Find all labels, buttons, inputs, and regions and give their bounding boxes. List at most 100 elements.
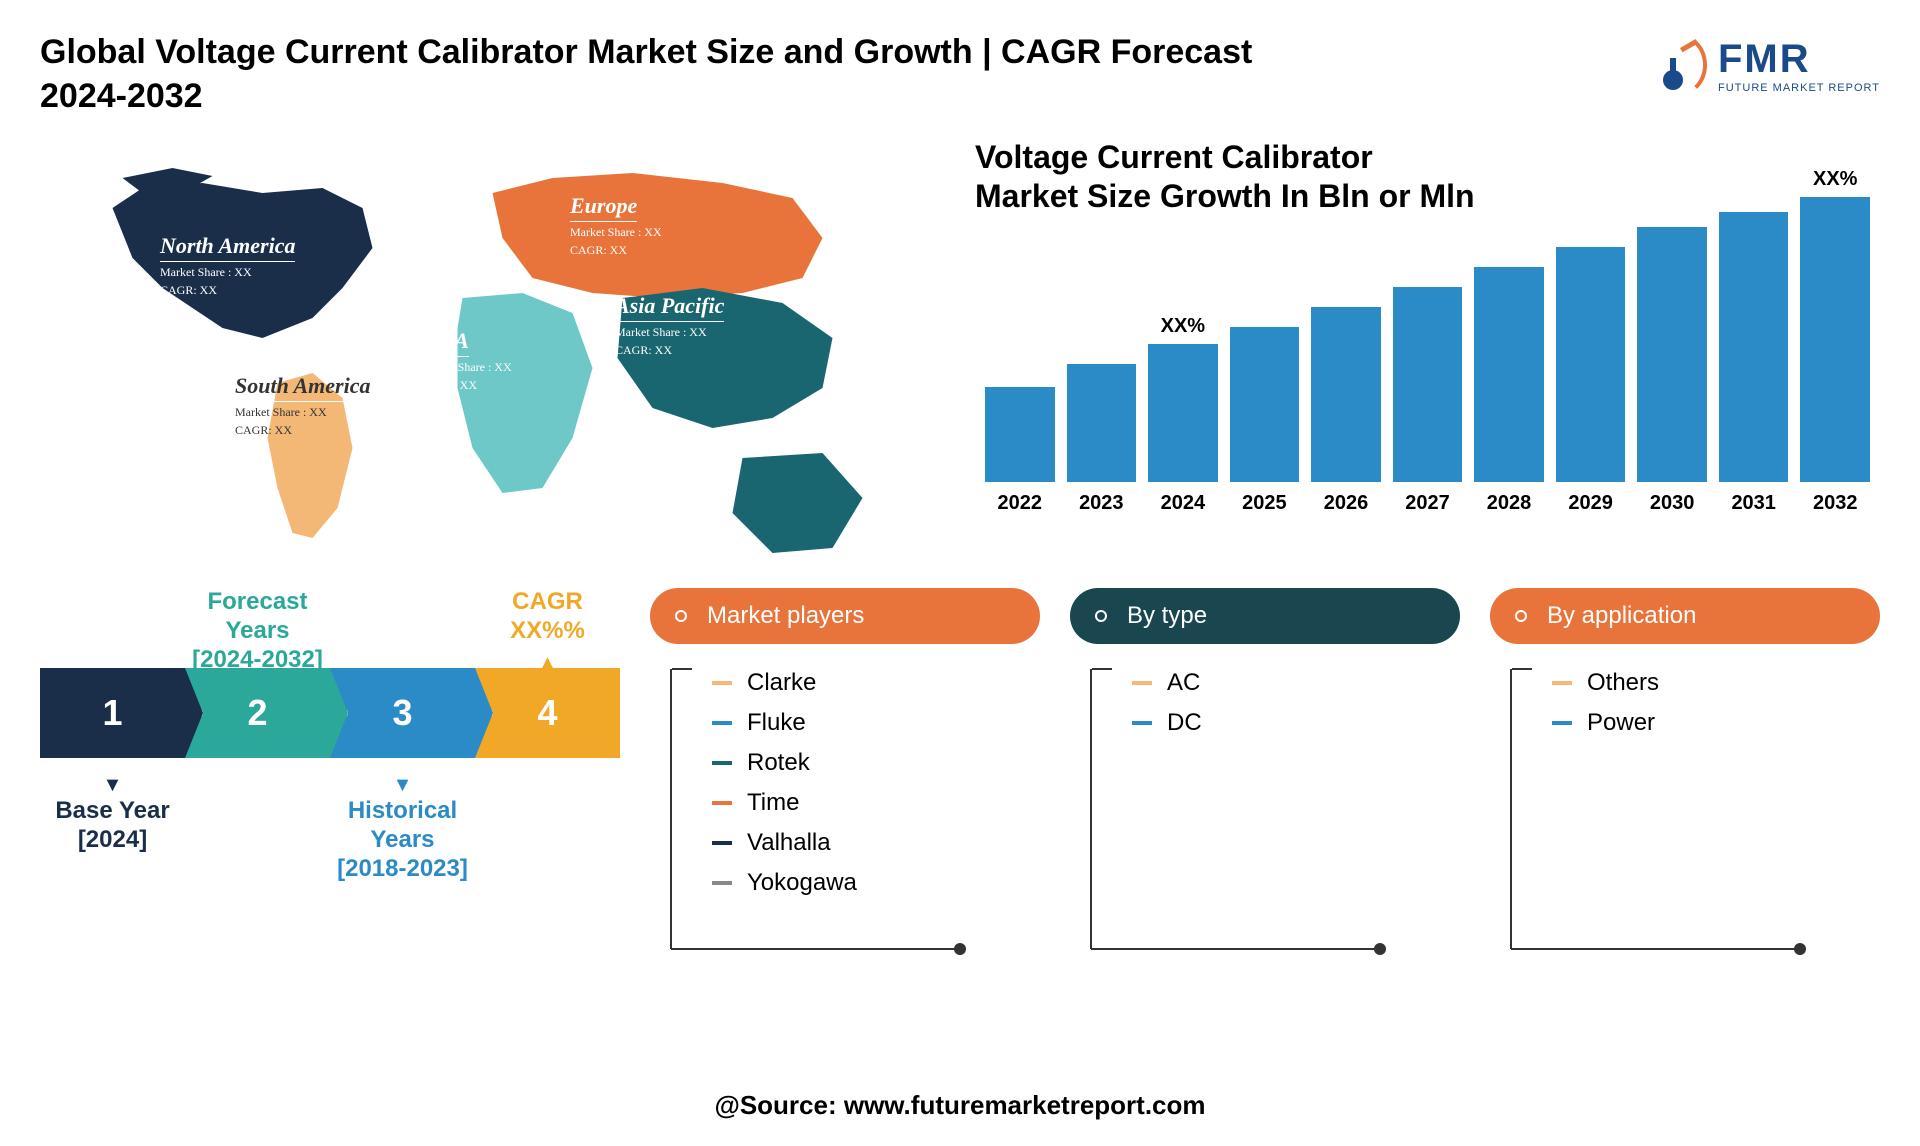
item-label: DC bbox=[1167, 709, 1202, 737]
list-item: Time bbox=[712, 789, 1040, 817]
tick-icon bbox=[712, 681, 732, 685]
region-label-north-america: North AmericaMarket Share : XXCAGR: XX bbox=[160, 233, 295, 298]
item-label: AC bbox=[1167, 669, 1200, 697]
bar-year: 2032 bbox=[1813, 492, 1858, 515]
item-label: Rotek bbox=[747, 749, 810, 777]
bar-year: 2022 bbox=[998, 492, 1043, 515]
pill-label: By application bbox=[1547, 602, 1696, 630]
list-item: Clarke bbox=[712, 669, 1040, 697]
logo: FMR FUTURE MARKET REPORT bbox=[1638, 30, 1880, 100]
category-pill: By type bbox=[1070, 588, 1460, 644]
list-item: Valhalla bbox=[712, 829, 1040, 857]
category-by-application: By application Others Power bbox=[1490, 588, 1880, 949]
list-item: Yokogawa bbox=[712, 869, 1040, 897]
tick-icon bbox=[1552, 721, 1572, 725]
bar-year: 2031 bbox=[1731, 492, 1776, 515]
tick-icon bbox=[712, 881, 732, 885]
pill-label: By type bbox=[1127, 602, 1207, 630]
item-label: Time bbox=[747, 789, 799, 817]
bar-label: XX% bbox=[1161, 315, 1205, 339]
logo-text-main: FMR bbox=[1718, 37, 1880, 82]
bar-year: 2028 bbox=[1487, 492, 1532, 515]
bar-rect bbox=[1148, 344, 1218, 482]
category-pill: By application bbox=[1490, 588, 1880, 644]
bar-rect bbox=[1230, 327, 1300, 482]
list-item: DC bbox=[1132, 709, 1460, 737]
pill-dot-icon bbox=[1515, 610, 1527, 622]
timeline-seg-2: 2 bbox=[185, 668, 330, 758]
tick-icon bbox=[712, 801, 732, 805]
list-item: AC bbox=[1132, 669, 1460, 697]
item-label: Valhalla bbox=[747, 829, 831, 857]
timeline-seg-4: 4 bbox=[475, 668, 620, 758]
bar-year: 2024 bbox=[1161, 492, 1206, 515]
list-item: Others bbox=[1552, 669, 1880, 697]
region-label-asia-pacific: Asia PacificMarket Share : XXCAGR: XX bbox=[615, 293, 724, 358]
region-label-mea: MEAMarket Share : XXCAGR: XX bbox=[420, 328, 512, 393]
bar-rect bbox=[1719, 212, 1789, 482]
bar-rect bbox=[1311, 307, 1381, 482]
base-year-label: ▼ Base Year [2024] bbox=[40, 768, 185, 883]
item-label: Fluke bbox=[747, 709, 806, 737]
item-label: Power bbox=[1587, 709, 1655, 737]
tick-icon bbox=[1552, 681, 1572, 685]
bar-rect bbox=[1067, 364, 1137, 482]
tick-icon bbox=[712, 761, 732, 765]
item-label: Others bbox=[1587, 669, 1659, 697]
bar-2026: 2026 bbox=[1311, 278, 1381, 515]
timeline-seg-3: 3 bbox=[330, 668, 475, 758]
chart-title: Voltage Current Calibrator Market Size G… bbox=[975, 138, 1475, 215]
bar-year: 2029 bbox=[1568, 492, 1613, 515]
list-item: Rotek bbox=[712, 749, 1040, 777]
bar-year: 2023 bbox=[1079, 492, 1124, 515]
bar-2030: 2030 bbox=[1637, 198, 1707, 515]
bar-2027: 2027 bbox=[1393, 258, 1463, 515]
bar-rect bbox=[1474, 267, 1544, 482]
bar-year: 2027 bbox=[1405, 492, 1450, 515]
bar-2022: 2022 bbox=[985, 358, 1055, 515]
tick-icon bbox=[1132, 681, 1152, 685]
bar-2029: 2029 bbox=[1556, 218, 1626, 515]
historical-label: ▼ Historical Years [2018-2023] bbox=[330, 768, 475, 883]
header: Global Voltage Current Calibrator Market… bbox=[40, 30, 1880, 118]
list-item: Fluke bbox=[712, 709, 1040, 737]
region-label-south-america: South AmericaMarket Share : XXCAGR: XX bbox=[235, 373, 371, 438]
source-text: @Source: www.futuremarketreport.com bbox=[714, 1090, 1205, 1121]
bar-2028: 2028 bbox=[1474, 238, 1544, 515]
bar-2031: 2031 bbox=[1719, 183, 1789, 515]
bar-rect bbox=[1393, 287, 1463, 482]
bar-2024: XX% 2024 bbox=[1148, 315, 1218, 515]
bar-2023: 2023 bbox=[1067, 335, 1137, 515]
timeline-seg-1: 1 bbox=[40, 668, 185, 758]
category-market-players: Market players Clarke Fluke Rotek Time Valhal… bbox=[650, 588, 1040, 949]
item-label: Yokogawa bbox=[747, 869, 857, 897]
bar-rect bbox=[985, 387, 1055, 482]
tick-icon bbox=[712, 841, 732, 845]
world-map: North AmericaMarket Share : XXCAGR: XX So… bbox=[40, 138, 945, 558]
pill-dot-icon bbox=[675, 610, 687, 622]
bar-rect bbox=[1800, 197, 1870, 482]
logo-icon bbox=[1638, 30, 1708, 100]
bar-chart: Voltage Current Calibrator Market Size G… bbox=[975, 138, 1880, 558]
category-pill: Market players bbox=[650, 588, 1040, 644]
category-by-type: By type AC DC bbox=[1070, 588, 1460, 949]
logo-text-sub: FUTURE MARKET REPORT bbox=[1718, 82, 1880, 94]
item-label: Clarke bbox=[747, 669, 816, 697]
pill-dot-icon bbox=[1095, 610, 1107, 622]
region-label-europe: EuropeMarket Share : XXCAGR: XX bbox=[570, 193, 662, 258]
list-item: Power bbox=[1552, 709, 1880, 737]
bar-year: 2030 bbox=[1650, 492, 1695, 515]
bar-2032: XX% 2032 bbox=[1800, 168, 1870, 515]
region-mea bbox=[458, 293, 593, 493]
tick-icon bbox=[1132, 721, 1152, 725]
bar-rect bbox=[1637, 227, 1707, 482]
timeline: Forecast Years [2024-2032] ▲ CAGR XX%% ▲… bbox=[40, 588, 620, 883]
bar-year: 2026 bbox=[1324, 492, 1369, 515]
page-title: Global Voltage Current Calibrator Market… bbox=[40, 30, 1320, 118]
pill-label: Market players bbox=[707, 602, 864, 630]
bar-label: XX% bbox=[1813, 168, 1857, 192]
tick-icon bbox=[712, 721, 732, 725]
bar-year: 2025 bbox=[1242, 492, 1287, 515]
bar-rect bbox=[1556, 247, 1626, 482]
bar-2025: 2025 bbox=[1230, 298, 1300, 515]
